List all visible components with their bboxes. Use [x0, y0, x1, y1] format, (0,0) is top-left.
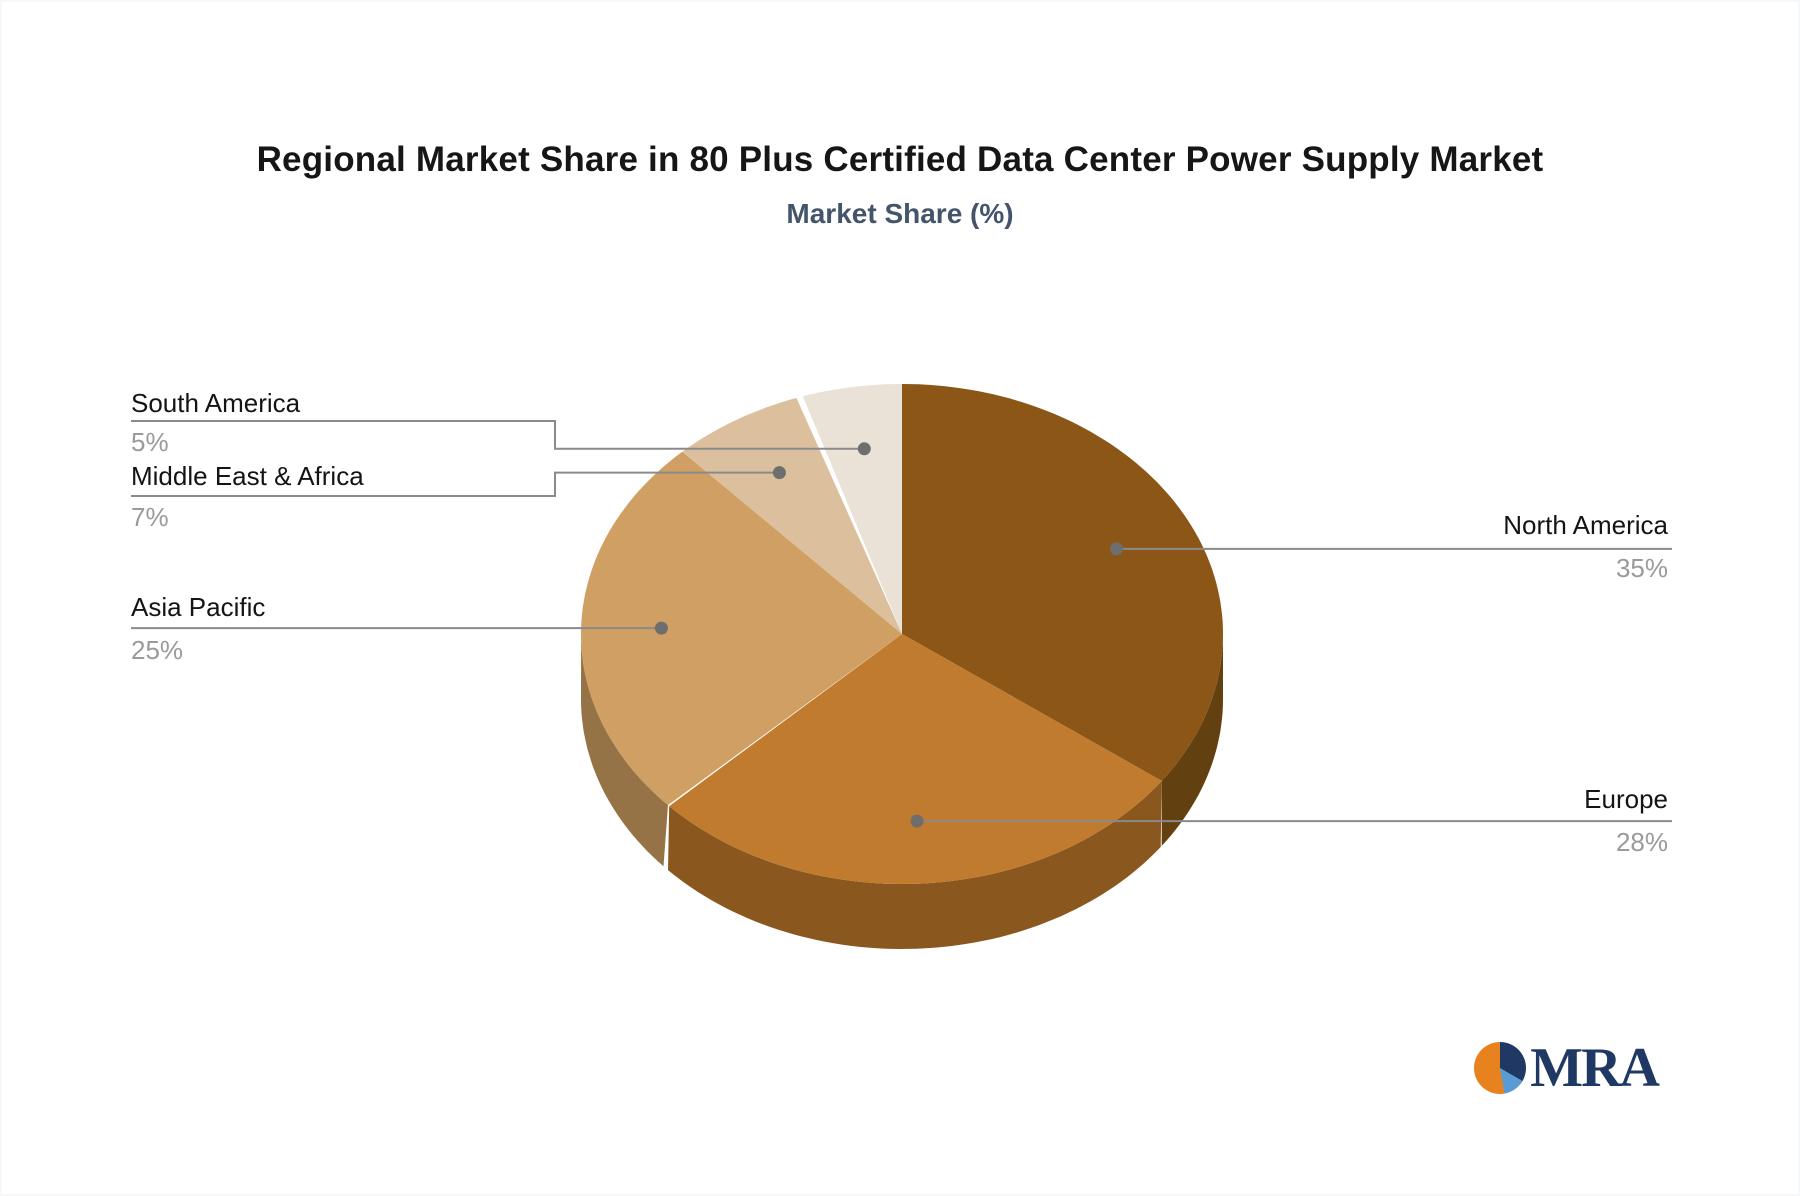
label-north-america: North America	[1503, 510, 1668, 540]
value-middle-east-africa: 7%	[131, 502, 169, 532]
label-europe: Europe	[1584, 784, 1668, 814]
chart-subtitle: Market Share (%)	[786, 198, 1014, 229]
label-middle-east-africa: Middle East & Africa	[131, 461, 364, 491]
value-south-america: 5%	[131, 427, 169, 457]
chart-title: Regional Market Share in 80 Plus Certifi…	[256, 140, 1544, 179]
value-europe: 28%	[1615, 827, 1668, 857]
value-asia-pacific: 25%	[131, 635, 184, 665]
label-asia-pacific: Asia Pacific	[131, 592, 266, 622]
label-south-america: South America	[131, 388, 301, 418]
mra-logo: MRA	[1474, 1037, 1660, 1099]
value-north-america: 35%	[1615, 553, 1668, 583]
mra-logo-text: MRA	[1530, 1037, 1660, 1099]
mra-logo-pie-icon	[1474, 1042, 1527, 1094]
